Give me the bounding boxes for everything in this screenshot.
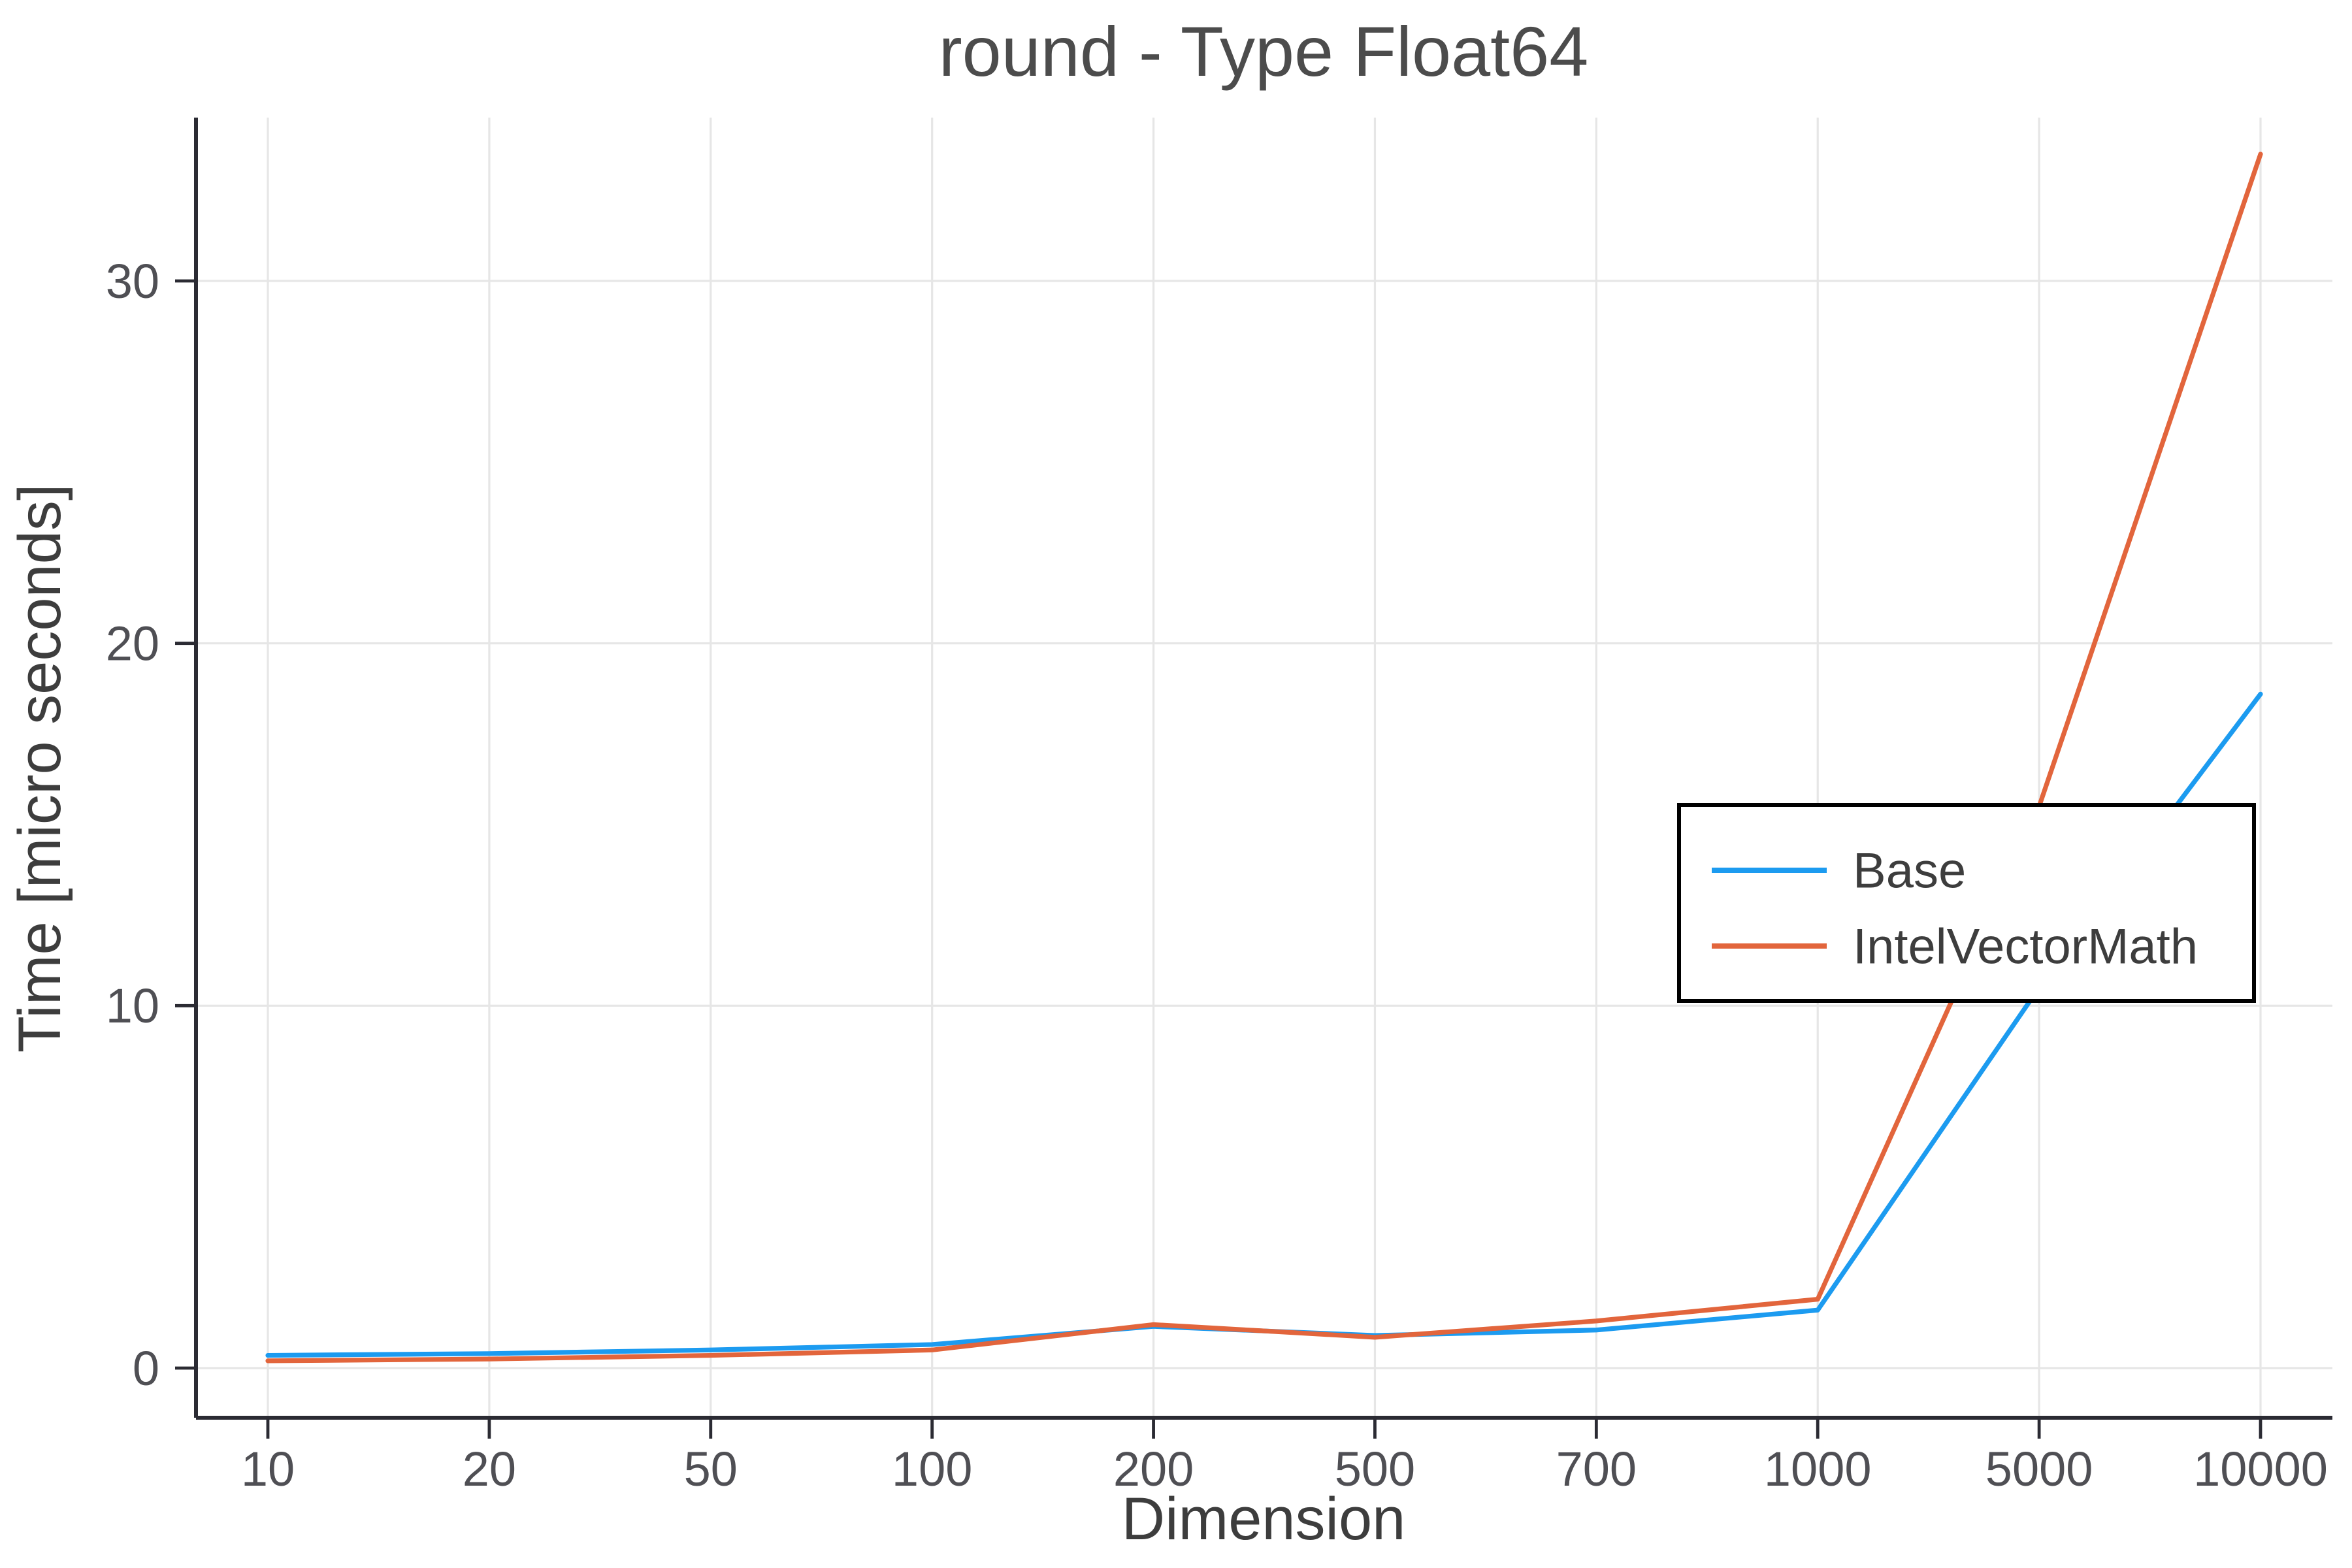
y-tick-label: 30: [106, 254, 159, 308]
x-tick-label: 1000: [1764, 1442, 1872, 1496]
series-line-intelvectormath: [265, 152, 2263, 1364]
x-tick-label: 100: [892, 1442, 972, 1496]
legend-entry-intelvectormath: IntelVectorMath: [1712, 919, 2198, 975]
x-tick-label: 10: [241, 1442, 295, 1496]
gridlines: [196, 118, 2332, 1418]
y-tick-label: 20: [106, 617, 159, 671]
y-axis-label: Time [micro seconds]: [7, 484, 73, 1053]
legend-label-base: Base: [1853, 843, 1966, 899]
x-axis-label: Dimension: [1122, 1486, 1406, 1552]
series-lines: [265, 152, 2263, 1364]
x-tick-label: 700: [1556, 1442, 1637, 1496]
legend: Base IntelVectorMath: [1677, 803, 2256, 1003]
y-tick-label: 10: [106, 979, 159, 1033]
series-line-base: [265, 691, 2263, 1358]
axes: [175, 118, 2332, 1439]
legend-label-intelvectormath: IntelVectorMath: [1853, 919, 2198, 975]
x-tick-label: 10000: [2193, 1442, 2328, 1496]
tick-labels: 10 20 50 100 200 500 700 1000 5000 10000 0 10 20 30: [106, 254, 2328, 1496]
x-tick-label: 200: [1113, 1442, 1194, 1496]
legend-entry-base: Base: [1712, 843, 1966, 899]
x-tick-label: 500: [1335, 1442, 1415, 1496]
x-tick-label: 20: [463, 1442, 516, 1496]
chart-title: round - Type Float64: [939, 12, 1589, 91]
legend-box: [1677, 803, 2256, 1003]
y-tick-label: 0: [133, 1341, 159, 1396]
x-tick-label: 5000: [1985, 1442, 2093, 1496]
x-tick-label: 50: [684, 1442, 738, 1496]
